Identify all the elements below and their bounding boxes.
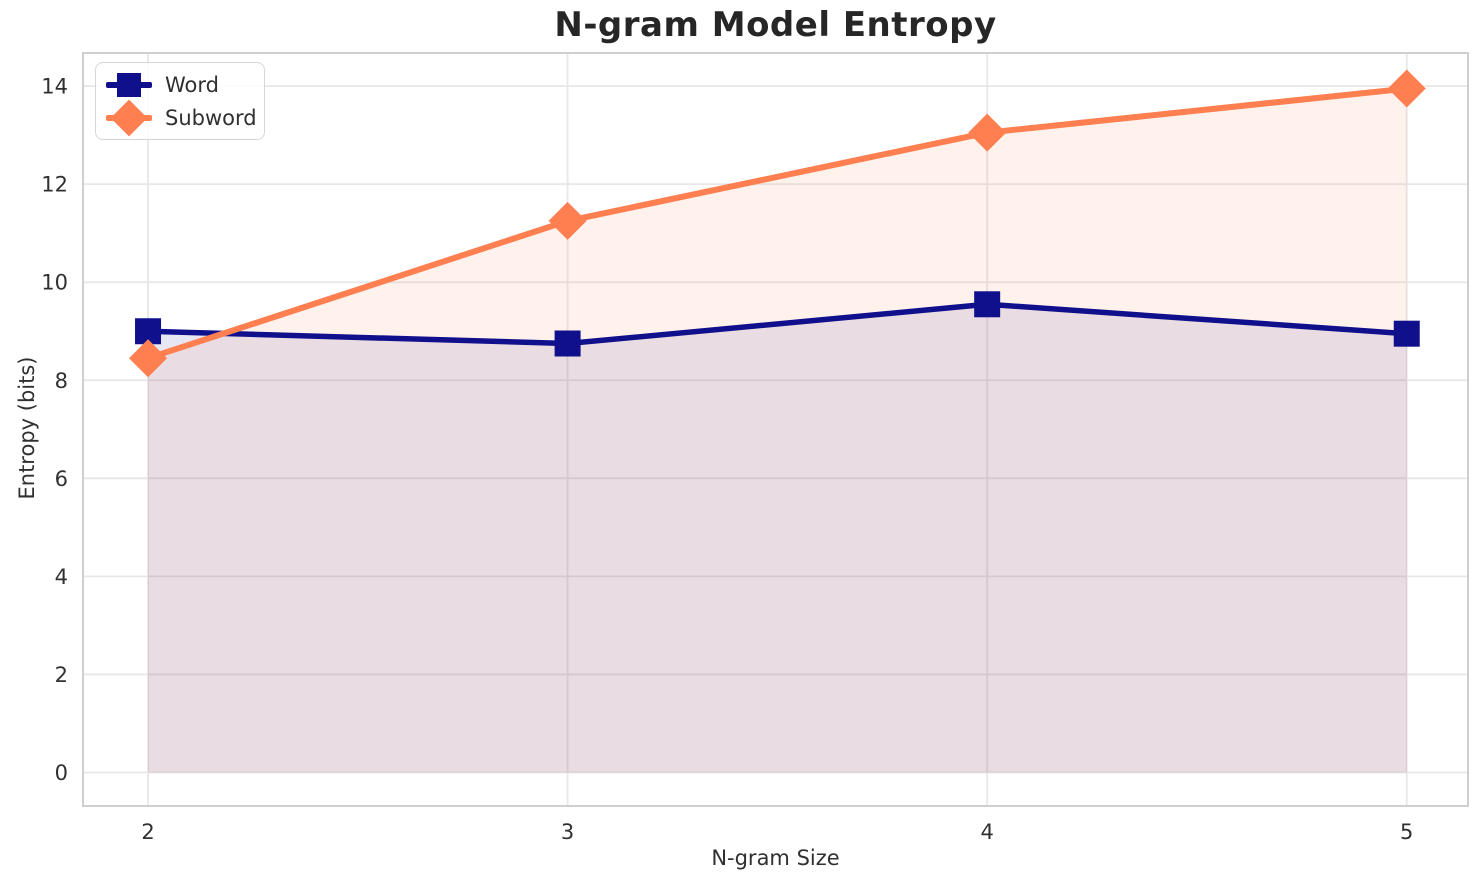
- y-axis-label: Entropy (bits): [15, 356, 39, 500]
- legend: Word Subword: [95, 62, 265, 140]
- legend-label-word: Word: [165, 72, 219, 97]
- subword-diamond-swatch: [110, 99, 148, 136]
- x-axis-label: N-gram Size: [711, 846, 840, 870]
- series-line-word: [145, 301, 1410, 347]
- x-tick-label: 2: [141, 820, 154, 844]
- series-fill-subword: [148, 88, 1407, 773]
- series-line-subword: [145, 85, 1410, 362]
- y-tick-label: 4: [55, 565, 68, 589]
- subword-diamond-marker-icon: [106, 99, 152, 136]
- y-tick-label: 6: [55, 467, 68, 491]
- y-tick-label: 8: [55, 369, 68, 393]
- word-square-marker-icon: [106, 68, 152, 101]
- word-point-marker: [974, 291, 1001, 318]
- word-square-swatch: [117, 72, 141, 97]
- y-tick-label: 12: [41, 173, 68, 197]
- legend-label-subword: Subword: [165, 105, 257, 130]
- y-tick-label: 2: [55, 663, 68, 687]
- subword-point-marker: [1387, 69, 1426, 108]
- word-point-marker: [554, 330, 581, 357]
- x-tick-label: 5: [1400, 820, 1413, 844]
- subword-point-marker: [968, 113, 1007, 152]
- y-tick-label: 0: [55, 761, 68, 785]
- chart-title: N-gram Model Entropy: [554, 5, 997, 45]
- subword-point-marker: [548, 201, 587, 240]
- plot-frame: [82, 52, 1469, 807]
- series-fill-word: [148, 304, 1407, 773]
- y-tick-label: 10: [41, 271, 68, 295]
- legend-item-subword: Subword: [106, 99, 257, 136]
- legend-item-word: Word: [106, 68, 254, 101]
- word-point-marker: [1393, 320, 1420, 347]
- subword-point-marker: [129, 339, 168, 378]
- x-tick-label: 4: [980, 820, 993, 844]
- x-tick-label: 3: [561, 820, 574, 844]
- y-tick-label: 14: [41, 75, 68, 99]
